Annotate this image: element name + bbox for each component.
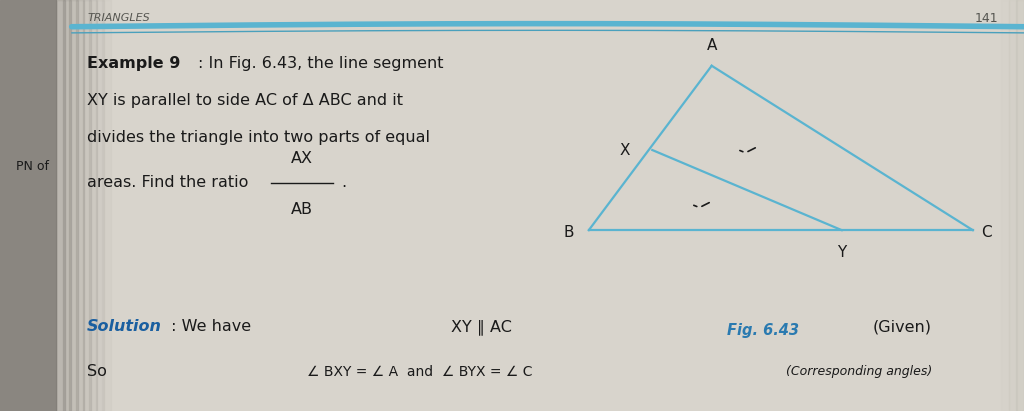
Text: B: B [564,225,574,240]
Bar [1009,0,1017,411]
Bar [70,0,78,411]
Bar [89,0,97,411]
Bar [83,0,91,411]
Text: PN of: PN of [16,160,49,173]
Bar [62,0,71,411]
Text: : We have: : We have [166,319,251,334]
Text: AB: AB [291,202,313,217]
Text: C: C [981,225,991,240]
Bar [1016,0,1024,411]
Text: Solution: Solution [87,319,162,334]
Bar [993,0,1001,411]
Text: .: . [341,175,346,190]
Text: AX: AX [291,151,313,166]
Text: Example 9: Example 9 [87,56,180,71]
Text: TRIANGLES: TRIANGLES [87,14,150,23]
Text: (Given): (Given) [872,319,932,334]
Text: 141: 141 [975,12,998,25]
Text: Fig. 6.43: Fig. 6.43 [727,323,799,338]
Bar [76,0,84,411]
Bar [96,0,104,411]
Text: XY ∥ AC: XY ∥ AC [451,319,511,335]
Text: (Corresponding angles): (Corresponding angles) [785,365,932,379]
Text: So: So [87,365,106,379]
Text: Y: Y [837,245,847,259]
Text: X: X [620,143,630,157]
Text: divides the triangle into two parts of equal: divides the triangle into two parts of e… [87,130,430,145]
Bar [1001,0,1010,411]
Bar [102,0,111,411]
Bar [56,0,65,411]
Text: ∠ BXY = ∠ A  and  ∠ BYX = ∠ C: ∠ BXY = ∠ A and ∠ BYX = ∠ C [307,365,532,379]
Text: A: A [707,39,717,53]
Text: : In Fig. 6.43, the line segment: : In Fig. 6.43, the line segment [198,56,443,71]
Text: XY is parallel to side AC of Δ ABC and it: XY is parallel to side AC of Δ ABC and i… [87,93,403,108]
Bar [0,0,56,411]
Text: areas. Find the ratio: areas. Find the ratio [87,175,249,190]
